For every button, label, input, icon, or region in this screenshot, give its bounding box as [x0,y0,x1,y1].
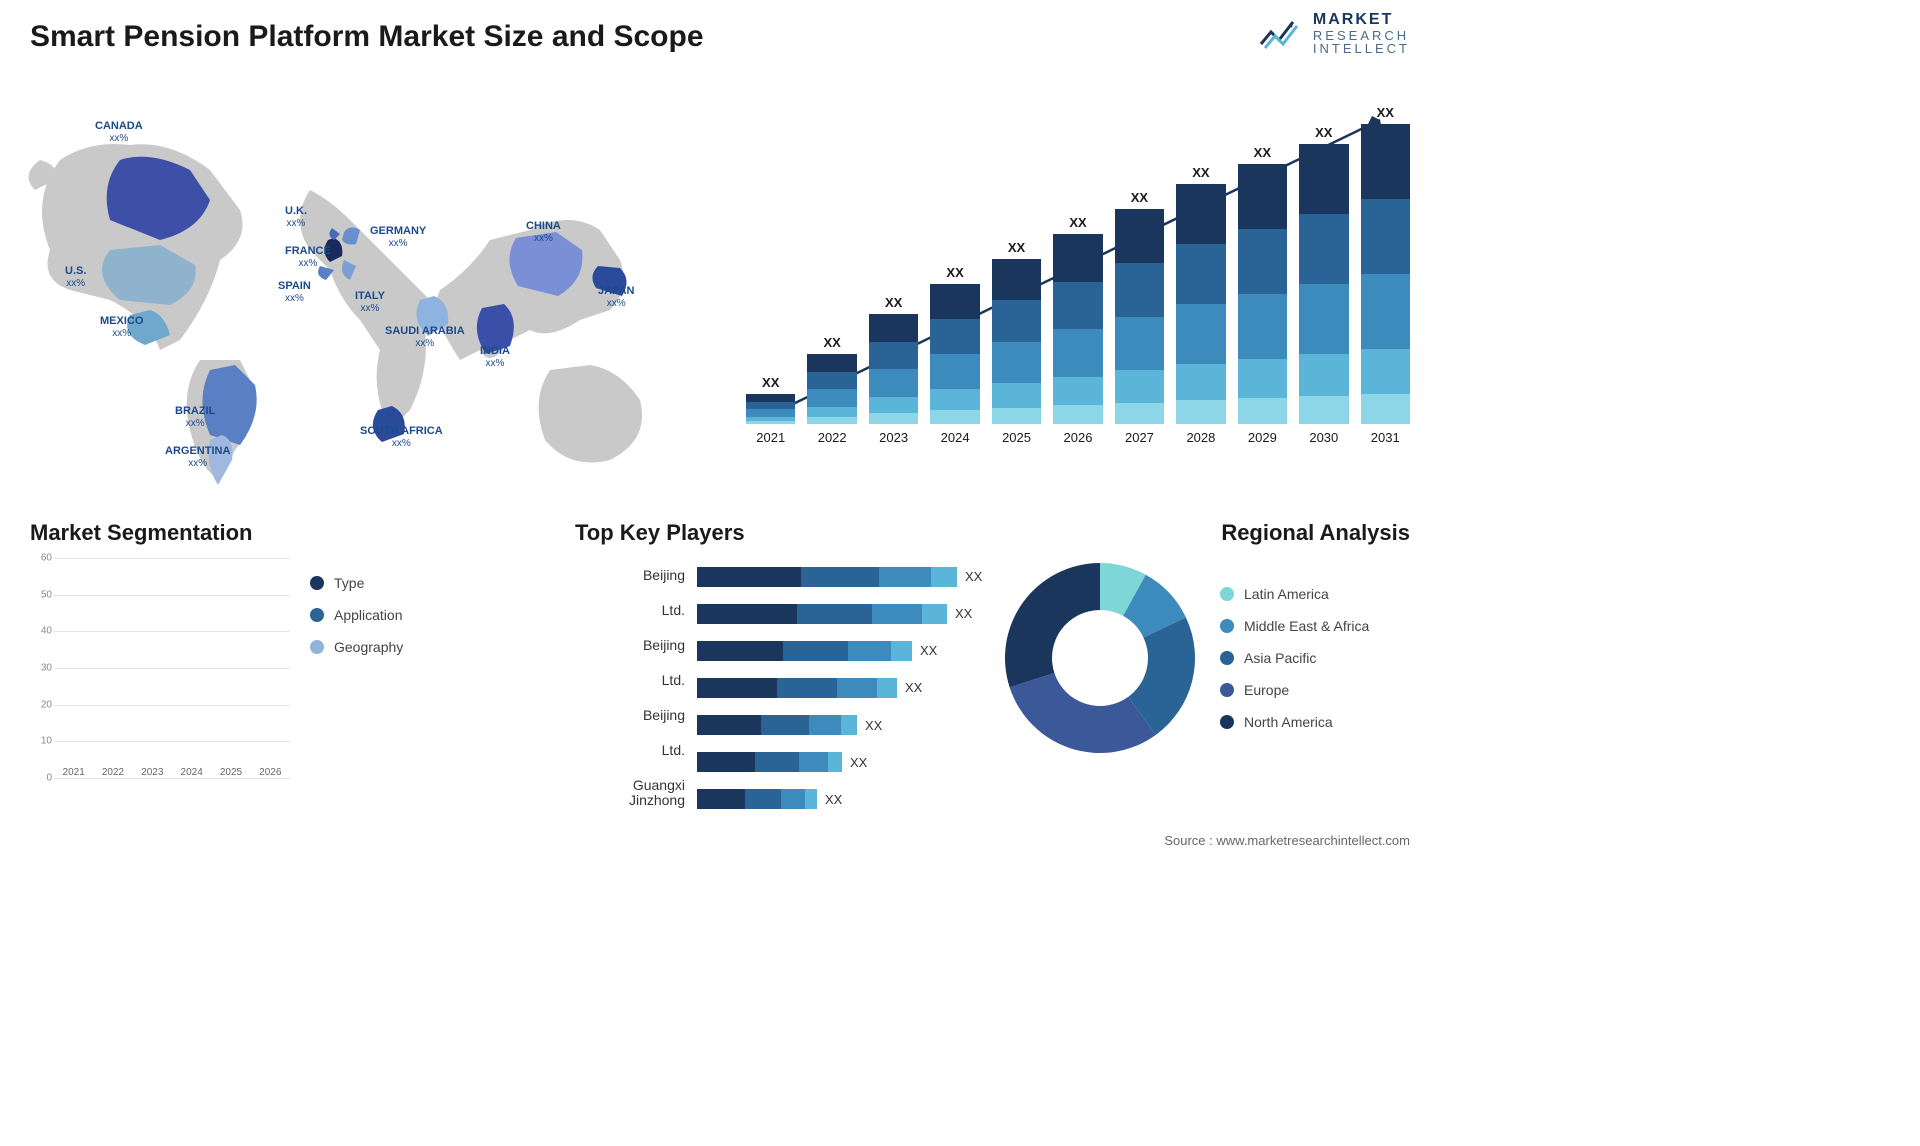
main-bar-year: 2030 [1309,430,1338,445]
map-label-italy: ITALYxx% [355,290,385,314]
kp-bar-row: XX [697,789,995,809]
main-bar-year: 2021 [756,430,785,445]
regional-legend: Latin America Middle East & Africa Asia Pa… [1220,586,1369,730]
kp-bar-row: XX [697,752,995,772]
seg-legend-item: Geography [310,639,403,655]
map-label-u-s-: U.S.xx% [65,265,86,289]
page-title: Smart Pension Platform Market Size and S… [30,20,704,54]
main-bar-2031: XX 2031 [1361,105,1410,445]
seg-bar-2022: 2022 [97,763,128,778]
main-bar-value: XX [1192,165,1209,180]
kp-bar-row: XX [697,567,995,587]
kp-label: Ltd. [662,743,685,758]
kp-label: Beijing [643,708,685,723]
map-label-china: CHINAxx% [526,220,561,244]
map-label-brazil: BRAZILxx% [175,405,215,429]
kp-label: Beijing [643,568,685,583]
kp-label: Ltd. [662,603,685,618]
main-bar-value: XX [1254,145,1271,160]
seg-legend-item: Application [310,607,403,623]
regional-legend-item: Latin America [1220,586,1369,602]
main-bar-value: XX [824,335,841,350]
kp-label: Beijing [643,638,685,653]
regional-legend-item: Asia Pacific [1220,650,1369,666]
main-bar-2028: XX 2028 [1176,165,1225,445]
segmentation-title: Market Segmentation [30,520,460,546]
regional-donut-chart [1000,558,1200,758]
kp-label: Guangxi Jinzhong [575,778,685,807]
main-bar-2025: XX 2025 [992,240,1041,445]
map-label-india: INDIAxx% [480,345,510,369]
regional-legend-item: Middle East & Africa [1220,618,1369,634]
main-bar-year: 2027 [1125,430,1154,445]
map-label-spain: SPAINxx% [278,280,311,304]
regional-legend-item: Europe [1220,682,1369,698]
main-bar-year: 2028 [1186,430,1215,445]
main-bar-value: XX [762,375,779,390]
map-label-saudi-arabia: SAUDI ARABIAxx% [385,325,465,349]
main-bar-2021: XX 2021 [746,375,795,445]
main-bar-year: 2024 [941,430,970,445]
main-bar-value: XX [885,295,902,310]
key-players-bars: XX XX XX XX XX XX XX [697,558,995,818]
main-bar-2030: XX 2030 [1299,125,1348,445]
main-bar-year: 2031 [1371,430,1400,445]
seg-bar-2026: 2026 [255,763,286,778]
main-bar-2023: XX 2023 [869,295,918,445]
main-bar-value: XX [1131,190,1148,205]
segmentation-chart: 0102030405060 202120222023202420252026 [30,558,290,798]
main-bar-2026: XX 2026 [1053,215,1102,445]
main-bar-2024: XX 2024 [930,265,979,445]
regional-title: Regional Analysis [1000,520,1410,546]
key-players-title: Top Key Players [575,520,995,546]
main-bar-value: XX [1069,215,1086,230]
main-bar-value: XX [1315,125,1332,140]
source-text: Source : www.marketresearchintellect.com [1164,833,1410,848]
map-label-germany: GERMANYxx% [370,225,426,249]
donut-slice-3 [1010,673,1156,753]
kp-bar-row: XX [697,641,995,661]
seg-bar-2025: 2025 [215,763,246,778]
seg-legend-item: Type [310,575,403,591]
logo-line3: INTELLECT [1313,42,1410,56]
kp-bar-row: XX [697,604,995,624]
main-bar-year: 2029 [1248,430,1277,445]
map-label-argentina: ARGENTINAxx% [165,445,230,469]
regional-panel: Regional Analysis Latin America Middle Ea… [1000,520,1410,820]
seg-bar-2024: 2024 [176,763,207,778]
map-label-u-k-: U.K.xx% [285,205,307,229]
map-label-france: FRANCExx% [285,245,331,269]
main-bar-2027: XX 2027 [1115,190,1164,445]
map-label-mexico: MEXICOxx% [100,315,143,339]
main-bar-value: XX [1377,105,1394,120]
main-bar-2029: XX 2029 [1238,145,1287,445]
kp-bar-row: XX [697,678,995,698]
map-label-canada: CANADAxx% [95,120,143,144]
world-map-panel: CANADAxx% U.S.xx% MEXICOxx% BRAZILxx% ARGENT… [10,90,710,490]
main-growth-chart: XX 2021 XX 2022 XX 2023 XX 2024 XX 2025 XX 2026 XX 20… [740,100,1410,470]
donut-slice-4 [1005,563,1100,687]
main-bar-value: XX [946,265,963,280]
segmentation-legend: Type Application Geography [310,575,403,655]
key-players-panel: Top Key Players BeijingLtd.BeijingLtd.Be… [575,520,995,840]
main-bar-year: 2023 [879,430,908,445]
seg-bar-2023: 2023 [137,763,168,778]
main-bar-year: 2026 [1064,430,1093,445]
kp-bar-row: XX [697,715,995,735]
main-bar-2022: XX 2022 [807,335,856,445]
segmentation-panel: Market Segmentation 0102030405060 202120… [30,520,460,820]
main-bar-value: XX [1008,240,1025,255]
key-players-labels: Beijing Ltd. Beijing Ltd. Beijing Ltd. Guangxi… [575,558,685,818]
seg-bar-2021: 2021 [58,763,89,778]
logo-line1: MARKET [1313,12,1410,29]
main-bar-year: 2022 [818,430,847,445]
brand-logo: MARKET RESEARCH INTELLECT [1259,12,1410,56]
map-label-south-africa: SOUTH AFRICAxx% [360,425,443,449]
kp-label: Ltd. [662,673,685,688]
map-label-japan: JAPANxx% [598,285,634,309]
logo-mark-icon [1259,14,1305,54]
main-bar-year: 2025 [1002,430,1031,445]
logo-line2: RESEARCH [1313,29,1410,43]
regional-legend-item: North America [1220,714,1369,730]
